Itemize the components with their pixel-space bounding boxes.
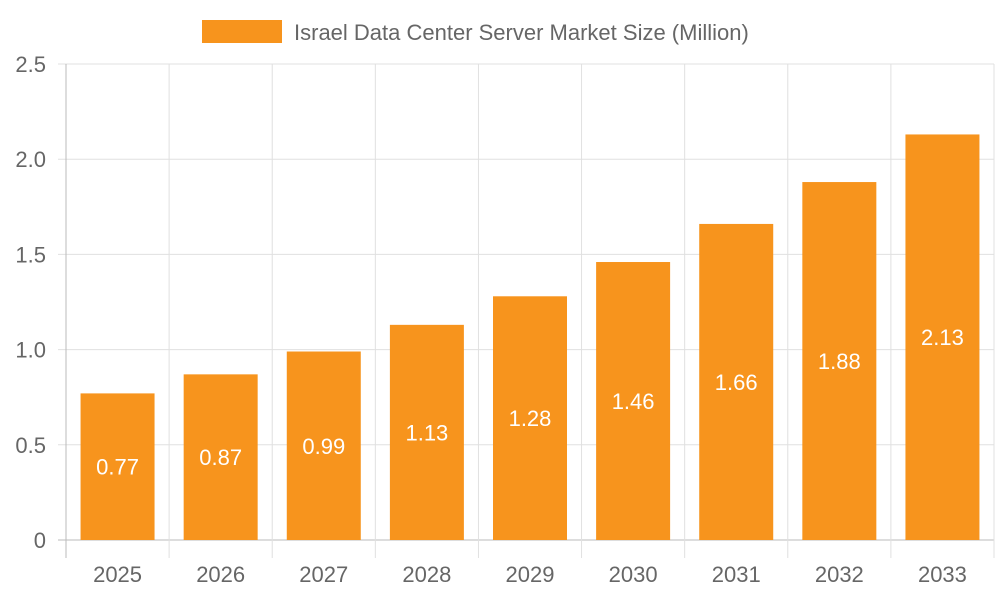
y-tick-label: 0 xyxy=(34,528,46,553)
y-tick-label: 1.5 xyxy=(15,242,46,267)
bars: 0.77 0.87 0.99 1.13 1.28 1.46 1.66 1.88 2.13 xyxy=(80,134,980,540)
x-tick-label: 2028 xyxy=(402,562,451,587)
data-label: 0.87 xyxy=(199,445,242,470)
x-tick-label: 2030 xyxy=(609,562,658,587)
data-label: 1.46 xyxy=(612,389,655,414)
data-label: 1.66 xyxy=(715,370,758,395)
data-label: 0.77 xyxy=(96,455,139,480)
legend-label: Israel Data Center Server Market Size (M… xyxy=(294,20,749,45)
y-tick-label: 0.5 xyxy=(15,433,46,458)
bar-2029 xyxy=(493,296,567,540)
y-tick-label: 2.5 xyxy=(15,52,46,77)
y-axis: 0 0.5 1.0 1.5 2.0 2.5 xyxy=(15,52,46,553)
x-tick-label: 2029 xyxy=(506,562,555,587)
bar-2032 xyxy=(802,182,877,540)
gridlines xyxy=(58,63,995,558)
bar-2027 xyxy=(286,351,361,540)
legend-swatch xyxy=(202,20,282,43)
bar-2025 xyxy=(80,393,155,540)
data-label: 0.99 xyxy=(302,434,345,459)
data-label: 1.28 xyxy=(509,406,552,431)
data-label: 2.13 xyxy=(921,325,964,350)
data-label: 1.88 xyxy=(818,349,861,374)
bar-2028 xyxy=(389,324,464,540)
x-tick-label: 2032 xyxy=(815,562,864,587)
bar-2031 xyxy=(699,223,774,540)
x-tick-label: 2031 xyxy=(712,562,761,587)
y-tick-label: 2.0 xyxy=(15,147,46,172)
legend[interactable]: Israel Data Center Server Market Size (M… xyxy=(202,20,749,45)
x-tick-label: 2026 xyxy=(196,562,245,587)
bar-2026 xyxy=(183,374,258,540)
x-axis: 2025 2026 2027 2028 2029 2030 2031 2032 2033 xyxy=(93,562,967,587)
data-label: 1.13 xyxy=(405,420,448,445)
bar-2030 xyxy=(596,262,671,540)
x-tick-label: 2033 xyxy=(918,562,967,587)
x-tick-label: 2025 xyxy=(93,562,142,587)
x-tick-label: 2027 xyxy=(299,562,348,587)
bar-2033 xyxy=(905,134,980,540)
y-tick-label: 1.0 xyxy=(15,338,46,363)
